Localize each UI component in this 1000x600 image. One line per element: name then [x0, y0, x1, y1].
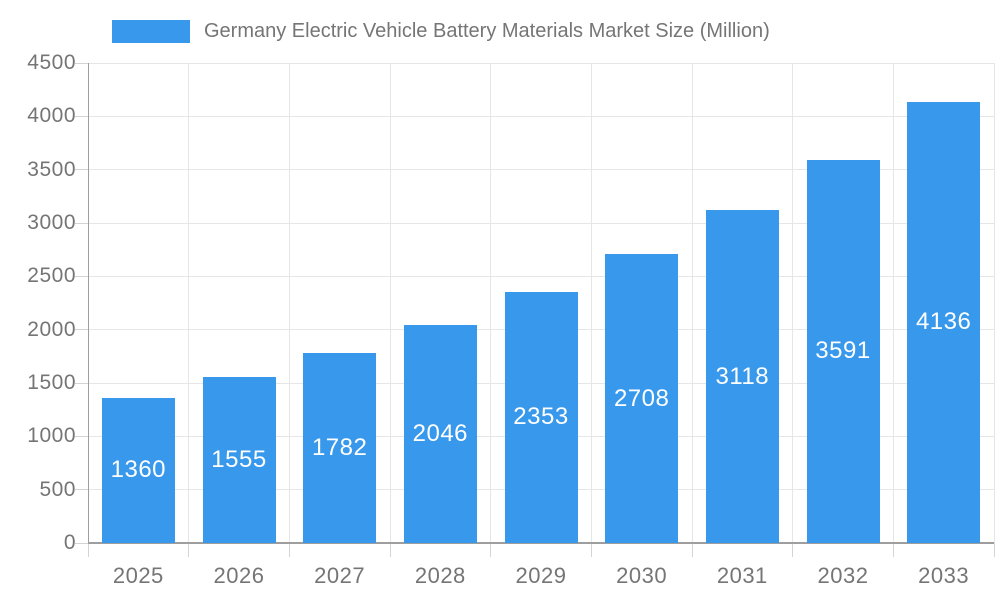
x-axis-label: 2031: [716, 563, 768, 588]
bar-value-label: 2046: [412, 419, 469, 447]
x-axis-tick: [389, 543, 391, 557]
y-axis-label: 4000: [27, 104, 76, 128]
legend-swatch: [112, 20, 190, 43]
bar-value-label: 3118: [715, 362, 770, 390]
bar-value-label: 1555: [211, 446, 267, 474]
y-axis-tick: [75, 435, 88, 437]
bar-2032: 3591: [806, 159, 880, 543]
y-axis-label: 1000: [27, 424, 76, 448]
y-gridline: [88, 169, 994, 171]
y-axis-tick: [75, 329, 88, 331]
x-gridline: [590, 63, 592, 543]
x-gridline: [691, 63, 693, 543]
x-axis-label: 2025: [112, 563, 164, 588]
bar-value-label: 2353: [513, 403, 569, 431]
y-axis-tick: [75, 115, 88, 117]
y-axis-label: 500: [39, 477, 76, 501]
bar-2028: 2046: [403, 324, 477, 543]
y-gridline: [88, 115, 994, 117]
bar-2029: 2353: [504, 292, 578, 543]
bar-2030: 2708: [605, 254, 679, 543]
x-axis-tick: [993, 543, 995, 557]
x-gridline: [490, 63, 492, 543]
y-axis-tick: [75, 275, 88, 277]
x-gridline: [892, 63, 894, 543]
x-axis-label: 2029: [515, 563, 567, 588]
bar-value-label: 2708: [613, 384, 670, 412]
x-gridline: [389, 63, 391, 543]
y-axis-label: 2000: [27, 317, 76, 341]
x-axis-tick: [288, 543, 290, 557]
x-gridline: [188, 63, 190, 543]
x-axis-label: 2033: [918, 563, 970, 588]
x-axis-label: 2026: [213, 563, 265, 588]
y-axis-label: 3000: [27, 211, 76, 234]
y-axis-label: 4500: [27, 51, 76, 74]
bar-2027: 1782: [303, 352, 377, 543]
x-gridline: [288, 63, 290, 543]
y-axis-tick: [75, 542, 88, 544]
y-axis-tick: [75, 62, 88, 64]
y-gridline: [88, 62, 994, 64]
bar-value-label: 4136: [915, 308, 972, 336]
bar-2033: 4136: [907, 101, 981, 543]
y-axis-label: 2500: [27, 264, 76, 288]
x-gridline: [792, 63, 794, 543]
y-gridline: [88, 275, 994, 277]
chart-title: Germany Electric Vehicle Battery Materia…: [204, 20, 770, 42]
y-axis-label: 1500: [27, 371, 76, 394]
bar-value-label: 3591: [815, 337, 871, 365]
y-axis-tick: [75, 169, 88, 171]
y-axis-line: [87, 63, 89, 543]
x-axis-tick: [691, 543, 693, 557]
x-axis-tick: [792, 543, 794, 557]
x-axis-tick: [490, 543, 492, 557]
x-axis-label: 2030: [616, 563, 668, 588]
y-axis-tick: [75, 489, 88, 491]
y-axis-label: 0: [63, 531, 76, 554]
bar-value-label: 1360: [110, 456, 167, 484]
x-gridline: [993, 63, 995, 543]
x-axis-label: 2028: [414, 563, 466, 588]
x-axis-tick: [892, 543, 894, 557]
y-axis-label: 3500: [27, 157, 76, 181]
y-axis-tick: [75, 382, 88, 384]
bar-2031: 3118: [705, 210, 779, 543]
x-axis-tick: [590, 543, 592, 557]
x-axis-label: 2032: [817, 563, 869, 588]
y-axis-tick: [75, 222, 88, 224]
x-axis-tick: [188, 543, 190, 557]
bar-2025: 1360: [101, 397, 175, 543]
x-axis-tick: [87, 543, 89, 557]
y-gridline: [88, 222, 994, 224]
bar-2026: 1555: [202, 377, 276, 543]
x-axis-label: 2027: [314, 563, 366, 588]
x-axis-baseline: [88, 542, 994, 544]
bar-value-label: 1782: [311, 433, 368, 461]
